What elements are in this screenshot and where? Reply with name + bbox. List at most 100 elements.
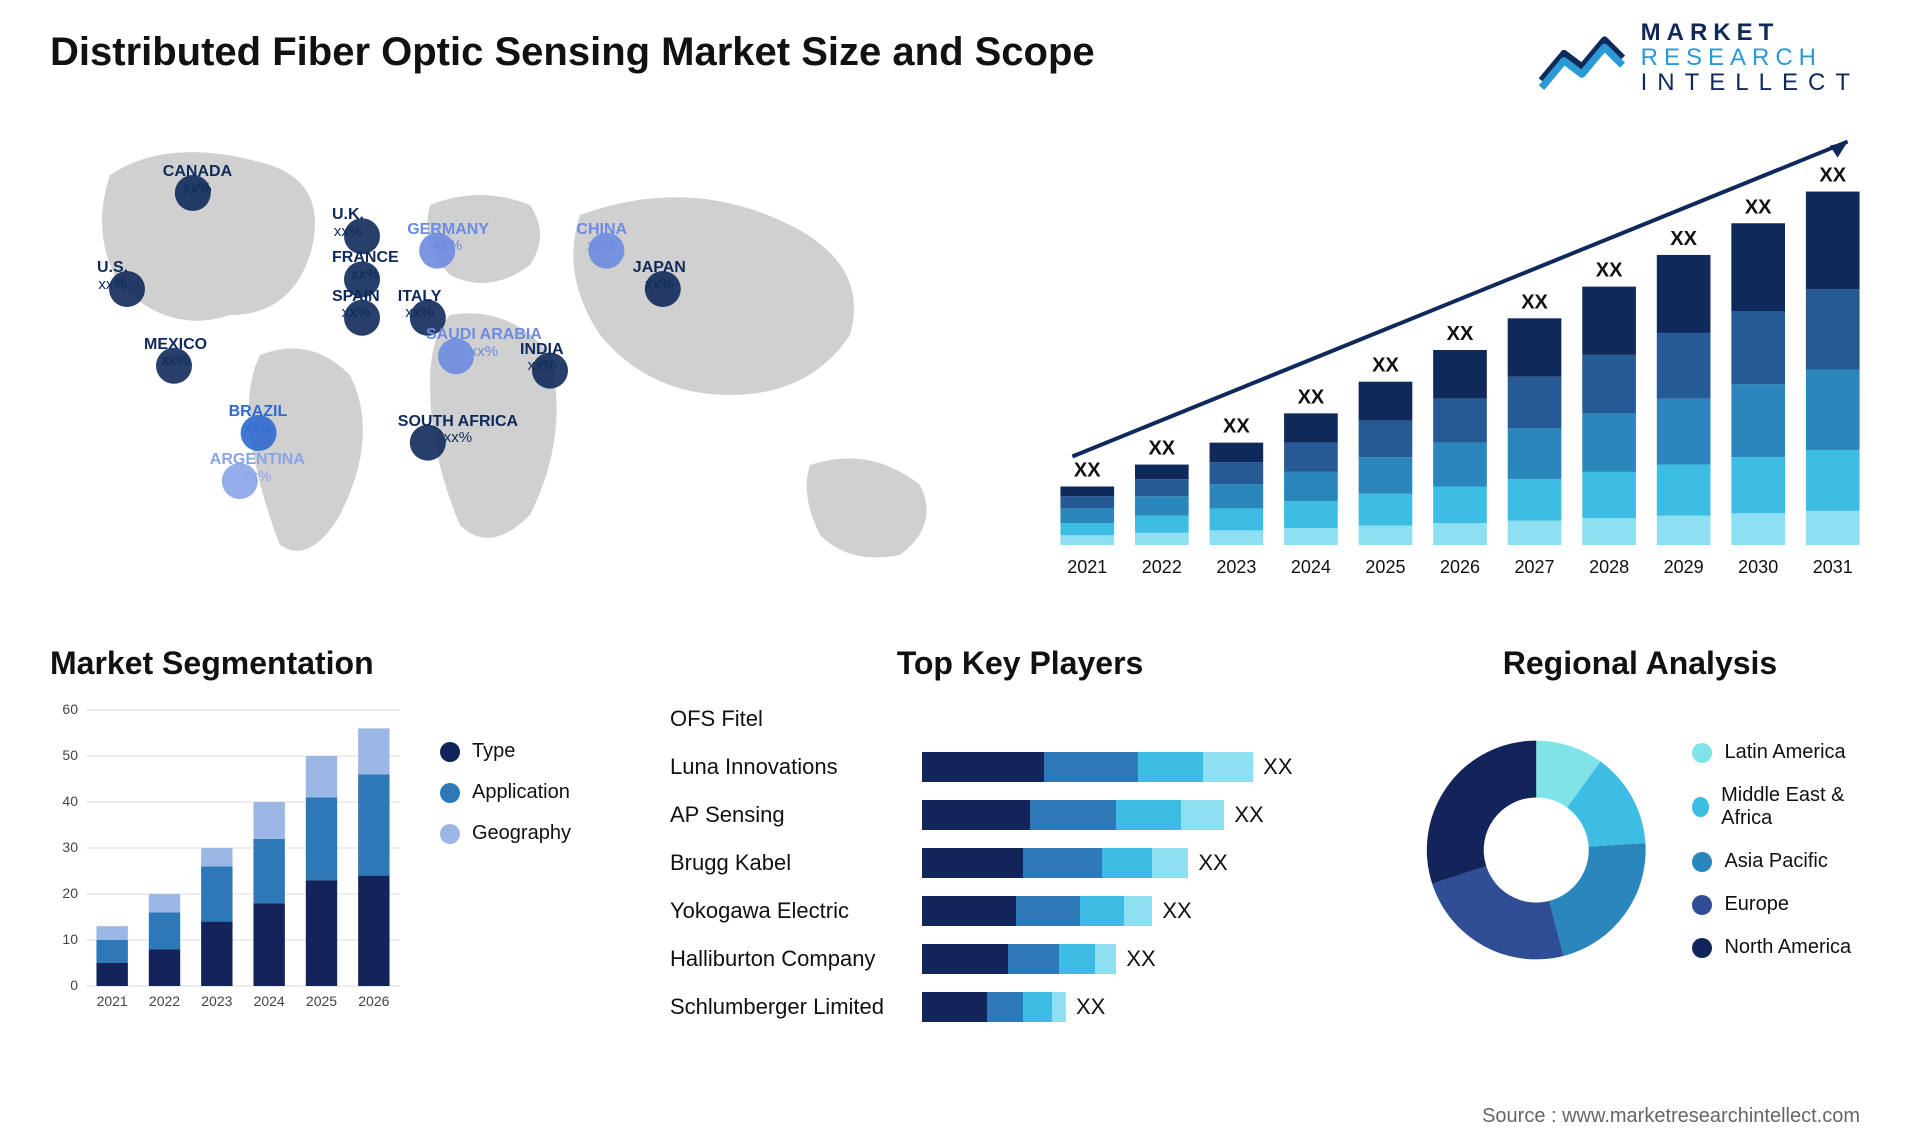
regional-legend: Latin AmericaMiddle East & AfricaAsia Pa… — [1692, 741, 1870, 959]
player-name: Schlumberger Limited — [670, 994, 910, 1020]
player-name: OFS Fitel — [670, 706, 910, 732]
regional-legend-item: North America — [1692, 936, 1870, 959]
map-country-label: SOUTH AFRICAxx% — [398, 413, 518, 447]
player-bar-segment — [1023, 992, 1052, 1022]
legend-label: Asia Pacific — [1724, 850, 1827, 873]
legend-label: Type — [472, 740, 515, 763]
logo-line3: INTELLECT — [1641, 70, 1860, 95]
svg-text:2023: 2023 — [1216, 557, 1256, 577]
key-player-row: Schlumberger Limited XX — [670, 988, 1370, 1026]
player-value-label: XX — [1162, 898, 1191, 924]
key-player-row: Brugg Kabel XX — [670, 844, 1370, 882]
svg-text:2029: 2029 — [1664, 557, 1704, 577]
map-country-label: CHINAxx% — [576, 221, 627, 255]
svg-text:50: 50 — [62, 747, 78, 763]
player-bar-segment — [1181, 800, 1224, 830]
key-players-panel: Top Key Players OFS FitelLuna Innovation… — [670, 645, 1370, 1045]
legend-dot-icon — [440, 783, 460, 803]
player-bar-segment — [1203, 752, 1253, 782]
svg-text:XX: XX — [1148, 438, 1175, 460]
map-country-label: CANADAxx% — [163, 163, 232, 197]
player-bar-segment — [922, 800, 1030, 830]
svg-text:60: 60 — [62, 701, 78, 717]
player-bar-segment — [1023, 848, 1102, 878]
player-bar — [922, 896, 1152, 926]
logo-line2: RESEARCH — [1641, 45, 1860, 70]
player-bar-segment — [1016, 896, 1081, 926]
svg-text:2024: 2024 — [254, 993, 285, 1009]
legend-dot-icon — [1692, 895, 1712, 915]
svg-text:XX: XX — [1745, 196, 1772, 218]
svg-text:2028: 2028 — [1589, 557, 1629, 577]
svg-text:XX: XX — [1074, 460, 1101, 482]
player-bar-segment — [1080, 896, 1123, 926]
player-bar-segment — [1030, 800, 1116, 830]
regional-legend-item: Europe — [1692, 893, 1870, 916]
player-value-label: XX — [1076, 994, 1105, 1020]
player-name: Brugg Kabel — [670, 850, 910, 876]
legend-dot-icon — [1692, 852, 1712, 872]
svg-text:2024: 2024 — [1291, 557, 1331, 577]
player-bar-segment — [1102, 848, 1152, 878]
player-bar-segment — [922, 944, 1008, 974]
brand-logo: MARKET RESEARCH INTELLECT — [1537, 20, 1860, 96]
player-bar-segment — [922, 896, 1016, 926]
map-country-label: ITALYxx% — [398, 288, 442, 322]
svg-text:2022: 2022 — [1142, 557, 1182, 577]
player-bar-segment — [1152, 848, 1188, 878]
svg-text:XX: XX — [1223, 416, 1250, 438]
map-country-label: FRANCExx% — [332, 249, 399, 283]
segmentation-legend-item: Application — [440, 781, 571, 804]
svg-text:2021: 2021 — [97, 993, 128, 1009]
svg-text:XX: XX — [1298, 386, 1325, 408]
legend-dot-icon — [1692, 938, 1712, 958]
regional-legend-item: Asia Pacific — [1692, 850, 1870, 873]
svg-text:2030: 2030 — [1738, 557, 1778, 577]
svg-text:XX: XX — [1819, 165, 1846, 187]
svg-text:2031: 2031 — [1813, 557, 1853, 577]
svg-text:XX: XX — [1521, 291, 1548, 313]
map-country-label: ARGENTINAxx% — [210, 451, 305, 485]
svg-text:2026: 2026 — [1440, 557, 1480, 577]
player-bar-segment — [1008, 944, 1058, 974]
svg-text:2025: 2025 — [1365, 557, 1405, 577]
player-value-label: XX — [1234, 802, 1263, 828]
legend-label: Geography — [472, 822, 571, 845]
player-bar-segment — [922, 992, 987, 1022]
segmentation-title: Market Segmentation — [50, 645, 630, 682]
player-value-label: XX — [1198, 850, 1227, 876]
player-bar-segment — [987, 992, 1023, 1022]
legend-label: Europe — [1724, 893, 1789, 916]
player-bar-segment — [1116, 800, 1181, 830]
svg-text:10: 10 — [62, 931, 78, 947]
segmentation-chart: 0102030405060202120222023202420252026 — [50, 700, 410, 1020]
svg-text:XX: XX — [1596, 260, 1623, 282]
svg-text:0: 0 — [70, 977, 78, 993]
player-bar — [922, 800, 1224, 830]
player-value-label: XX — [1263, 754, 1292, 780]
map-country-label: SPAINxx% — [332, 288, 380, 322]
regional-donut-chart — [1410, 700, 1662, 1000]
legend-dot-icon — [440, 742, 460, 762]
svg-text:XX: XX — [1372, 355, 1399, 377]
map-country-label: JAPANxx% — [633, 259, 686, 293]
regional-analysis-panel: Regional Analysis Latin AmericaMiddle Ea… — [1410, 645, 1870, 1045]
player-bar — [922, 992, 1066, 1022]
key-player-row: Yokogawa ElectricXX — [670, 892, 1370, 930]
svg-text:2021: 2021 — [1067, 557, 1107, 577]
svg-text:40: 40 — [62, 793, 78, 809]
player-bar-segment — [1052, 992, 1066, 1022]
player-bar-segment — [1138, 752, 1203, 782]
player-bar-segment — [1044, 752, 1138, 782]
svg-text:XX: XX — [1670, 228, 1697, 250]
segmentation-legend: Type Application Geography — [440, 740, 571, 845]
svg-text:2027: 2027 — [1515, 557, 1555, 577]
key-player-row: OFS Fitel — [670, 700, 1370, 738]
segmentation-legend-item: Type — [440, 740, 571, 763]
player-bar-segment — [1095, 944, 1117, 974]
key-player-row: Halliburton CompanyXX — [670, 940, 1370, 978]
svg-text:2026: 2026 — [358, 993, 389, 1009]
logo-line1: MARKET — [1641, 20, 1860, 45]
map-country-label: U.K.xx% — [332, 206, 364, 240]
regional-title: Regional Analysis — [1410, 645, 1870, 682]
